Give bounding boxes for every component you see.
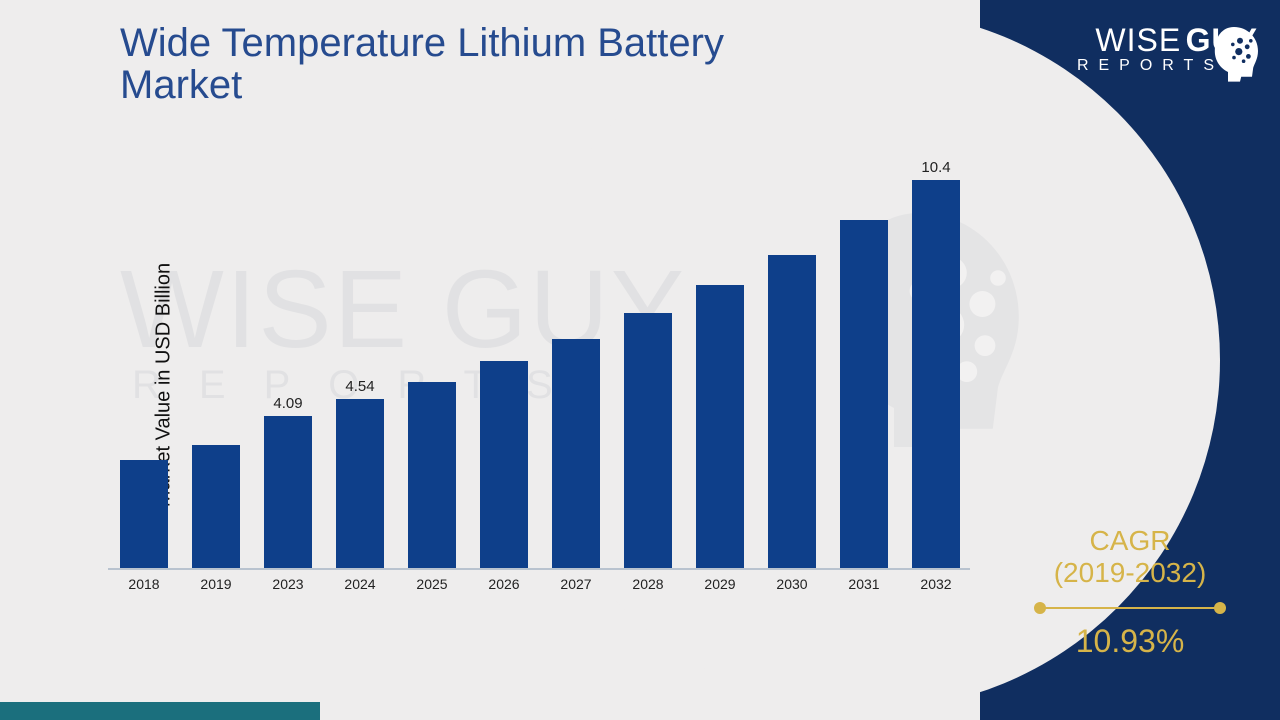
x-tick-label: 2029 xyxy=(684,576,756,592)
bar-slot: 2031 xyxy=(828,150,900,570)
x-tick-label: 2026 xyxy=(468,576,540,592)
bar xyxy=(840,220,888,569)
bar-value-label: 4.54 xyxy=(324,378,396,395)
bar-plot: 201820194.0920234.5420242025202620272028… xyxy=(108,150,970,570)
bar xyxy=(912,180,960,568)
bar xyxy=(264,416,312,568)
x-tick-label: 2027 xyxy=(540,576,612,592)
bar xyxy=(624,313,672,568)
bar-slot: 2018 xyxy=(108,150,180,570)
logo-word1: WISE xyxy=(1095,22,1181,58)
bar xyxy=(480,361,528,568)
bar-slot: 2029 xyxy=(684,150,756,570)
bar-slot: 4.542024 xyxy=(324,150,396,570)
chart-area: Market Value in USD Billion 201820194.09… xyxy=(60,150,980,620)
cagr-block: CAGR (2019-2032) 10.93% xyxy=(1010,525,1250,660)
logo: WISE GUY REPORTS xyxy=(998,22,1258,75)
bar xyxy=(408,382,456,568)
bar-slot: 2028 xyxy=(612,150,684,570)
bar-slot: 4.092023 xyxy=(252,150,324,570)
cagr-value: 10.93% xyxy=(1010,623,1250,660)
x-tick-label: 2031 xyxy=(828,576,900,592)
x-tick-label: 2032 xyxy=(900,576,972,592)
bar-slot: 2030 xyxy=(756,150,828,570)
logo-head-icon xyxy=(1204,24,1264,84)
bar-slot: 10.42032 xyxy=(900,150,972,570)
bar-value-label: 10.4 xyxy=(900,159,972,176)
bar-slot: 2019 xyxy=(180,150,252,570)
cagr-divider-icon xyxy=(1040,607,1220,609)
bar-slot: 2027 xyxy=(540,150,612,570)
x-tick-label: 2023 xyxy=(252,576,324,592)
page: WISE GUY REPORTS Wide Temperature Lithiu… xyxy=(0,0,1280,720)
x-tick-label: 2028 xyxy=(612,576,684,592)
bar xyxy=(336,399,384,568)
bar-slot: 2026 xyxy=(468,150,540,570)
bar-slot: 2025 xyxy=(396,150,468,570)
x-tick-label: 2025 xyxy=(396,576,468,592)
bar xyxy=(768,255,816,568)
bar xyxy=(696,285,744,568)
x-tick-label: 2024 xyxy=(324,576,396,592)
footer-bar xyxy=(0,702,320,720)
x-tick-label: 2030 xyxy=(756,576,828,592)
x-tick-label: 2019 xyxy=(180,576,252,592)
x-tick-label: 2018 xyxy=(108,576,180,592)
chart-title: Wide Temperature Lithium Battery Market xyxy=(120,22,820,106)
cagr-label: CAGR (2019-2032) xyxy=(1010,525,1250,589)
bar xyxy=(192,445,240,568)
bar-value-label: 4.09 xyxy=(252,395,324,412)
bar xyxy=(552,339,600,568)
bar xyxy=(120,460,168,568)
